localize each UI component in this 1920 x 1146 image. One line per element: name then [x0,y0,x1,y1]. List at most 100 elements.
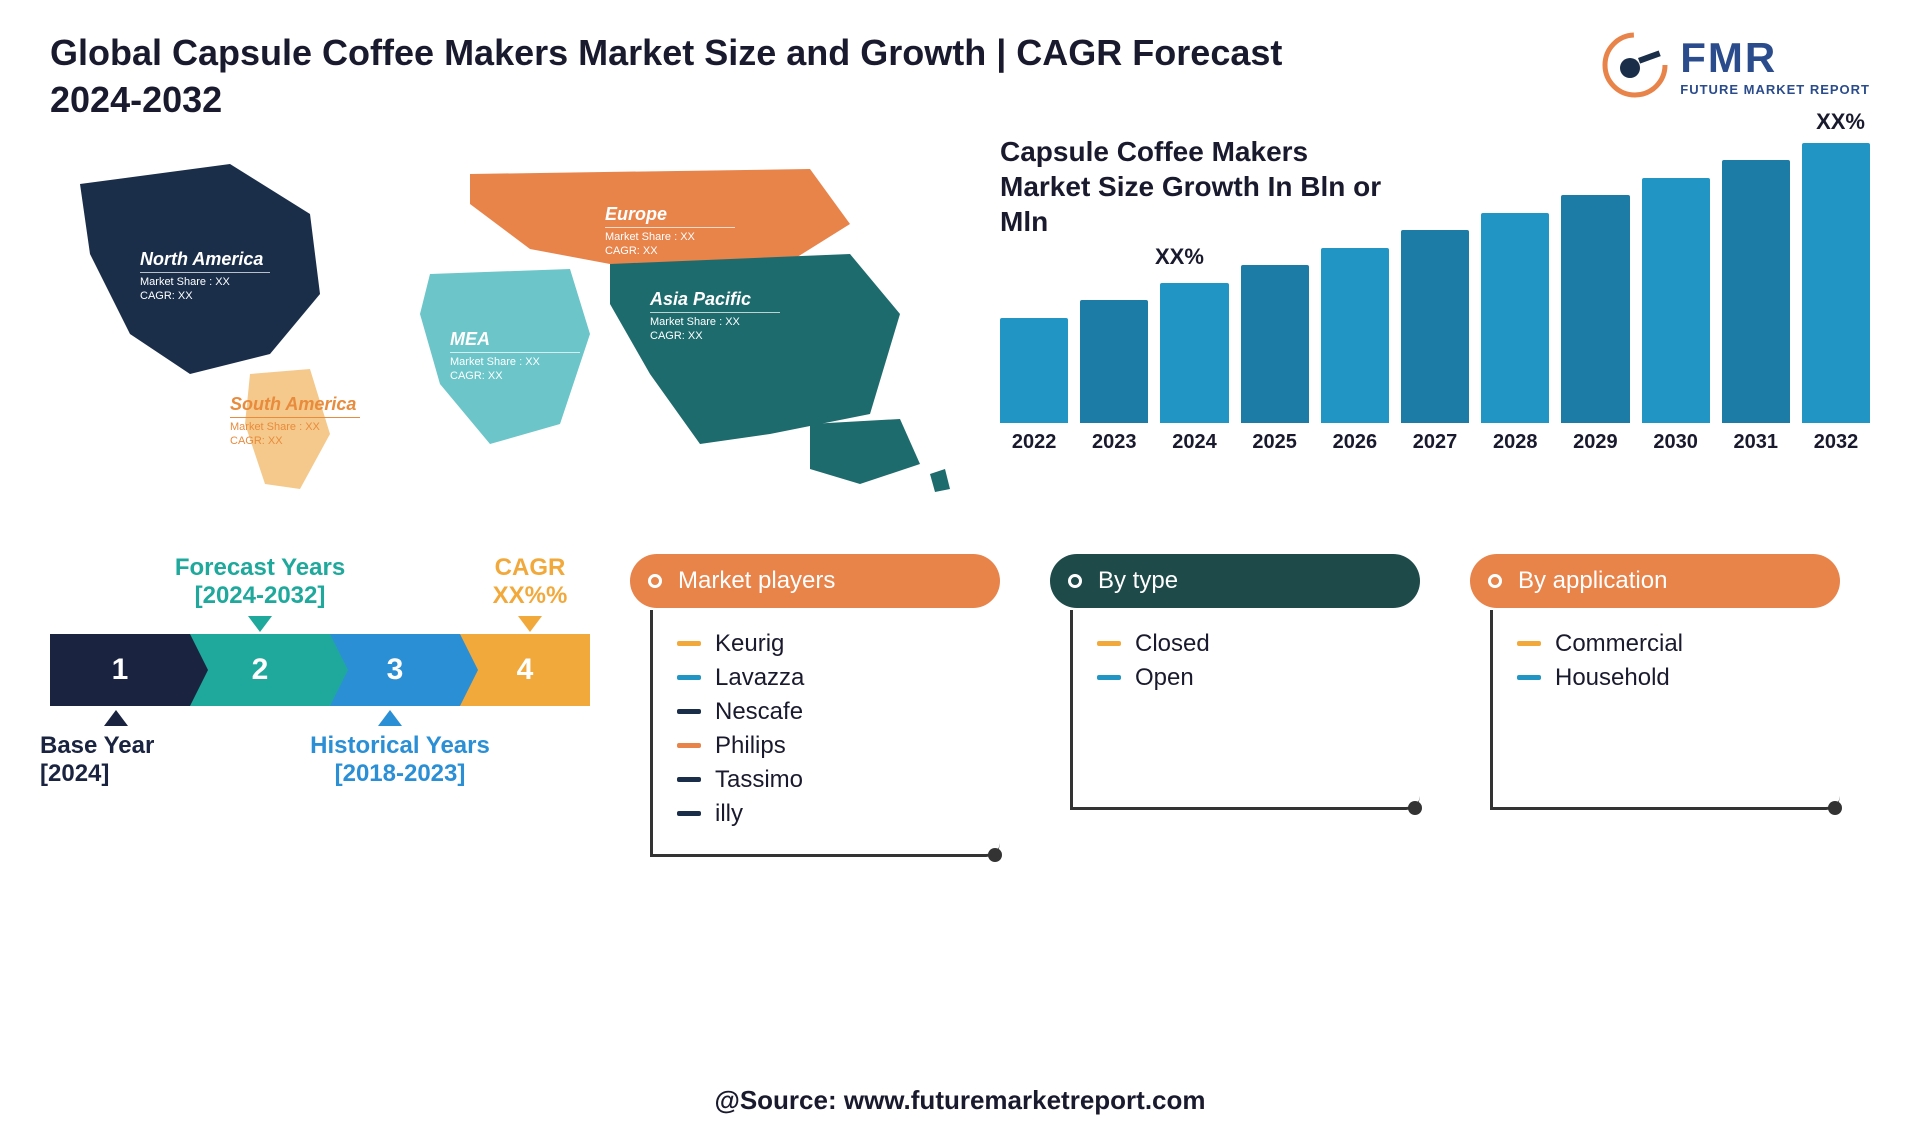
bar-label: 2029 [1573,431,1618,454]
region-south_america: South America Market Share : XX CAGR: XX [230,394,360,449]
card-title: Market players [678,567,835,595]
bar-2022 [1000,318,1068,423]
bar-col-2028: 2028 [1481,213,1549,454]
card-dot-icon [1068,574,1082,588]
timeline-seg-1: 1 [50,634,190,706]
item-dash-icon [677,675,701,680]
chart-title: Capsule Coffee Makers Market Size Growth… [1000,134,1400,239]
bar-2029 [1561,195,1629,423]
list-item: Tassimo [677,766,1000,794]
page-title: Global Capsule Coffee Makers Market Size… [50,30,1350,124]
item-label: Nescafe [715,698,803,726]
item-label: Household [1555,664,1670,692]
region-share: Market Share : XX [140,275,270,289]
bar-col-2023: 2023 [1080,300,1148,454]
region-share: Market Share : XX [450,355,580,369]
list-item: Household [1517,664,1840,692]
timeline-bar: 1234 [50,634,590,706]
item-dash-icon [1097,675,1121,680]
region-cagr: CAGR: XX [650,329,780,343]
list-item: Keurig [677,630,1000,658]
bar-col-2022: 2022 [1000,318,1068,454]
region-asia_pacific: Asia Pacific Market Share : XX CAGR: XX [650,289,780,344]
bar-2023 [1080,300,1148,423]
item-dash-icon [1097,641,1121,646]
bar-col-2026: 2026 [1321,248,1389,454]
region-cagr: CAGR: XX [140,289,270,303]
item-dash-icon [1517,675,1541,680]
card-header: By application [1470,554,1840,608]
bar-col-2027: 2027 [1401,230,1469,454]
cagr-label: CAGR XX%% [470,554,590,612]
logo-icon [1600,30,1670,100]
bar-2026 [1321,248,1389,423]
region-europe: Europe Market Share : XX CAGR: XX [605,204,735,259]
bar-2031 [1722,160,1790,423]
item-dash-icon [677,811,701,816]
hist-arrow-icon [378,710,402,726]
map-svg [50,134,970,494]
card-dot-icon [648,574,662,588]
card-title: By application [1518,567,1667,595]
item-dash-icon [677,709,701,714]
item-label: Tassimo [715,766,803,794]
bar-label: 2028 [1493,431,1538,454]
logo-subtitle: FUTURE MARKET REPORT [1680,82,1870,97]
region-name: South America [230,394,360,415]
region-share: Market Share : XX [650,315,780,329]
timeline-seg-2: 2 [190,634,330,706]
bar-label: 2032 [1814,431,1859,454]
card-body: Keurig Lavazza Nescafe Philips Tassimo illy [650,610,1000,857]
region-cagr: CAGR: XX [450,369,580,383]
info-cards: Market players Keurig Lavazza Nescafe Philip… [630,554,1840,857]
bar-2032 [1802,143,1870,423]
bottom-row: Forecast Years [2024-2032] CAGR XX%% 123… [50,554,1870,857]
bar-label: 2030 [1653,431,1698,454]
forecast-arrow-icon [248,616,272,632]
logo-text: FMR [1680,34,1870,82]
bar-label: 2026 [1333,431,1378,454]
region-north_america: North America Market Share : XX CAGR: XX [140,249,270,304]
bar-label: 2027 [1413,431,1458,454]
region-mea: MEA Market Share : XX CAGR: XX [450,329,580,384]
list-item: Closed [1097,630,1420,658]
bar-label: 2023 [1092,431,1137,454]
hist-label: Historical Years [2018-2023] [290,732,510,790]
region-cagr: CAGR: XX [605,244,735,258]
bar-2027 [1401,230,1469,423]
item-dash-icon [677,743,701,748]
world-map: North America Market Share : XX CAGR: XX… [50,134,970,494]
bar-2024 [1160,283,1228,423]
region-name: MEA [450,329,580,350]
card-header: By type [1050,554,1420,608]
list-item: Nescafe [677,698,1000,726]
card-2: By applicationCommercialHousehold [1470,554,1840,857]
card-dot-icon [1488,574,1502,588]
region-name: Europe [605,204,735,225]
bar-col-2024: 2024 [1160,283,1228,454]
bar-label: 2024 [1172,431,1217,454]
region-cagr: CAGR: XX [230,434,360,448]
timeline: Forecast Years [2024-2032] CAGR XX%% 123… [50,554,590,706]
bar-2030 [1642,178,1710,423]
item-label: Keurig [715,630,784,658]
list-item: Lavazza [677,664,1000,692]
anno-2032: XX% [1816,109,1865,135]
item-label: Philips [715,732,786,760]
bar-col-2029: 2029 [1561,195,1629,454]
card-header: Market players [630,554,1000,608]
list-item: Open [1097,664,1420,692]
growth-chart: Capsule Coffee Makers Market Size Growth… [1000,134,1870,494]
bar-col-2030: 2030 [1642,178,1710,454]
header: Global Capsule Coffee Makers Market Size… [50,30,1870,124]
item-dash-icon [677,641,701,646]
region-share: Market Share : XX [230,420,360,434]
base-arrow-icon [104,710,128,726]
item-dash-icon [677,777,701,782]
bar-label: 2025 [1252,431,1297,454]
bar-label: 2031 [1734,431,1779,454]
item-dash-icon [1517,641,1541,646]
card-0: Market players Keurig Lavazza Nescafe Philip… [630,554,1000,857]
region-name: Asia Pacific [650,289,780,310]
list-item: illy [677,800,1000,828]
